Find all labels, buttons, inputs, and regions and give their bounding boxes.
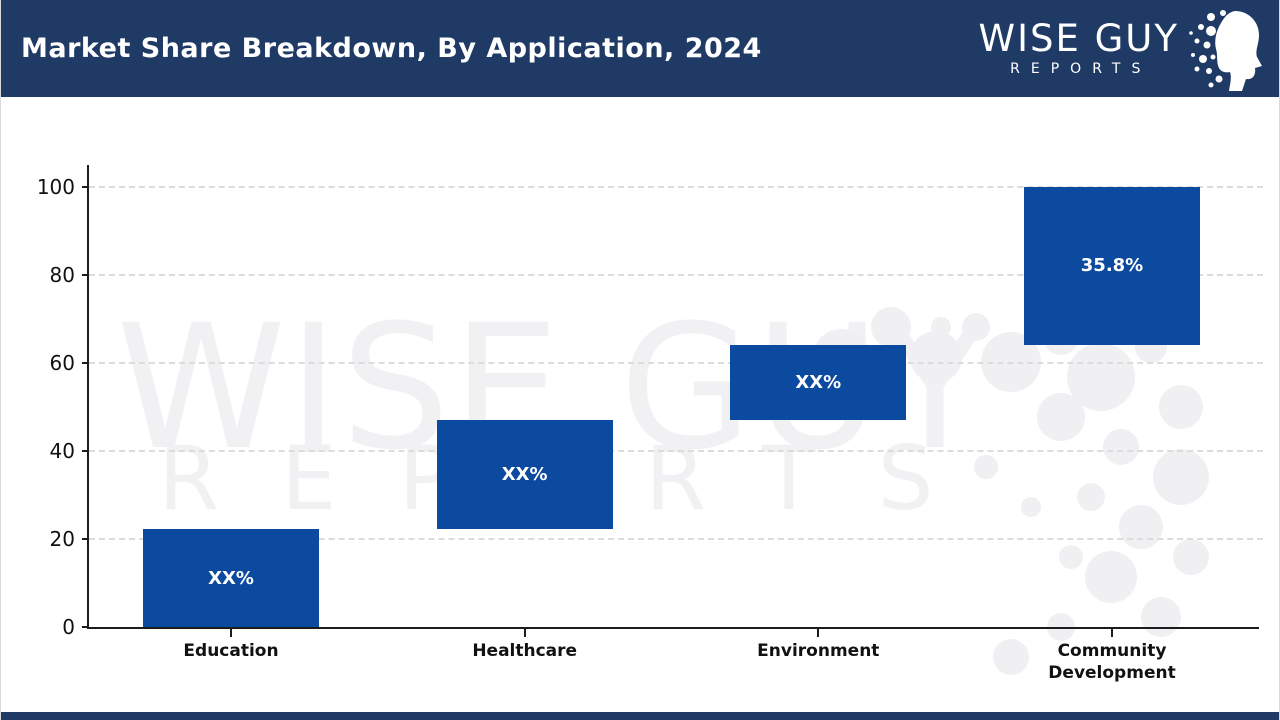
gridline-100 — [89, 186, 1263, 188]
x-tick-1 — [523, 629, 526, 637]
gridline-60 — [89, 362, 1263, 364]
bar-value-label: XX% — [208, 567, 254, 589]
x-axis-spine — [89, 627, 1259, 629]
gridline-20 — [89, 538, 1263, 540]
x-tick-3 — [1111, 629, 1113, 637]
x-category-label: Education — [183, 641, 279, 661]
gridline-40 — [89, 450, 1263, 452]
y-tick-label-60: 60 — [49, 351, 75, 375]
x-tick-2 — [817, 629, 820, 637]
chart-title: Market Share Breakdown, By Application, … — [21, 33, 762, 64]
y-tick-100 — [82, 186, 89, 188]
y-tick-label-20: 20 — [49, 527, 75, 551]
y-tick-0 — [82, 626, 89, 628]
bar-environment: XX% — [730, 344, 907, 421]
bar-value-label: XX% — [501, 464, 548, 486]
y-tick-60 — [82, 362, 89, 364]
brand-name: WISE GUY — [978, 17, 1179, 60]
brand-text: WISE GUY REPORTS — [979, 20, 1179, 77]
brand-logo: WISE GUY REPORTS — [979, 5, 1267, 93]
y-tick-label-0: 0 — [62, 615, 75, 639]
bar-healthcare: XX% — [436, 420, 613, 530]
x-category-label: Healthcare — [472, 641, 578, 661]
header-band: Market Share Breakdown, By Application, … — [1, 0, 1279, 97]
y-tick-20 — [82, 538, 89, 540]
y-tick-label-80: 80 — [49, 263, 75, 287]
bar-value-label: 35.8% — [1080, 255, 1144, 277]
footer-band — [1, 712, 1279, 720]
bar-education: XX% — [143, 529, 319, 627]
x-category-label: Environment — [757, 641, 880, 661]
bar-value-label: XX% — [795, 371, 842, 393]
y-tick-80 — [82, 274, 89, 276]
brand-subtitle: REPORTS — [1010, 61, 1152, 77]
brand-head-icon — [1189, 9, 1262, 91]
bar-community-development: 35.8% — [1024, 187, 1200, 345]
y-tick-label-100: 100 — [36, 175, 75, 199]
y-axis-spine — [87, 165, 89, 629]
x-category-label: Community Development — [1048, 641, 1176, 683]
y-tick-label-40: 40 — [49, 439, 75, 463]
x-tick-0 — [230, 629, 232, 637]
y-tick-40 — [82, 450, 89, 452]
gridline-80 — [89, 274, 1263, 276]
